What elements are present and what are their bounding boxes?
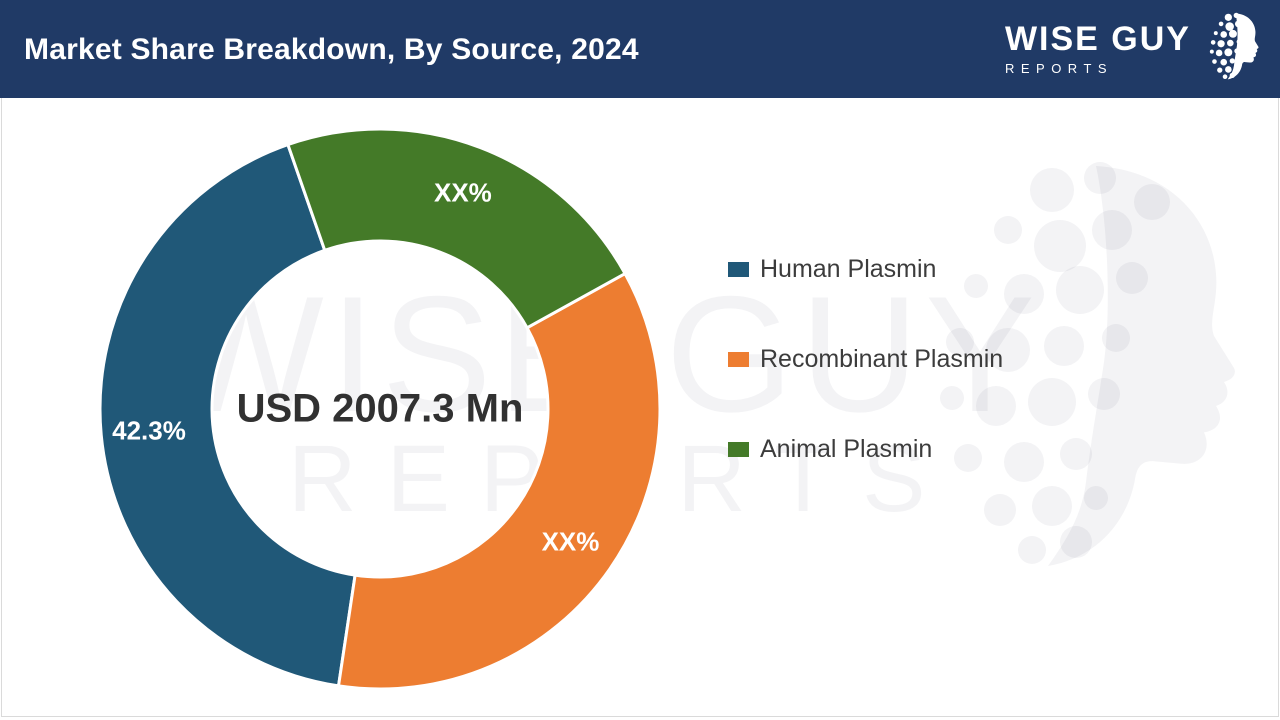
brand-subname: REPORTS <box>1004 61 1114 76</box>
legend-swatch <box>728 261 749 277</box>
legend-swatch <box>728 351 749 367</box>
legend-item: Human Plasmin <box>728 253 1003 285</box>
legend-label: Human Plasmin <box>760 254 937 283</box>
legend-item: Animal Plasmin <box>728 433 1003 465</box>
brand-face-icon <box>1196 9 1262 89</box>
brand-text: WISE GUY REPORTS <box>1005 22 1191 76</box>
brand-name: WISE GUY <box>1004 20 1191 58</box>
page-title: Market Share Breakdown, By Source, 2024 <box>24 32 639 66</box>
brand-logo: WISE GUY REPORTS <box>1005 9 1262 89</box>
chart-legend: Human Plasmin Recombinant Plasmin Animal… <box>728 253 1003 523</box>
legend-label: Animal Plasmin <box>760 434 933 463</box>
legend-item: Recombinant Plasmin <box>728 343 1003 375</box>
legend-swatch <box>728 441 749 457</box>
slice-label-animal-plasmin: XX% <box>434 177 492 207</box>
legend-label: Recombinant Plasmin <box>760 344 1004 373</box>
chart-center-value: USD 2007.3 Mn <box>236 386 524 431</box>
header-bar: Market Share Breakdown, By Source, 2024 … <box>0 0 1280 98</box>
